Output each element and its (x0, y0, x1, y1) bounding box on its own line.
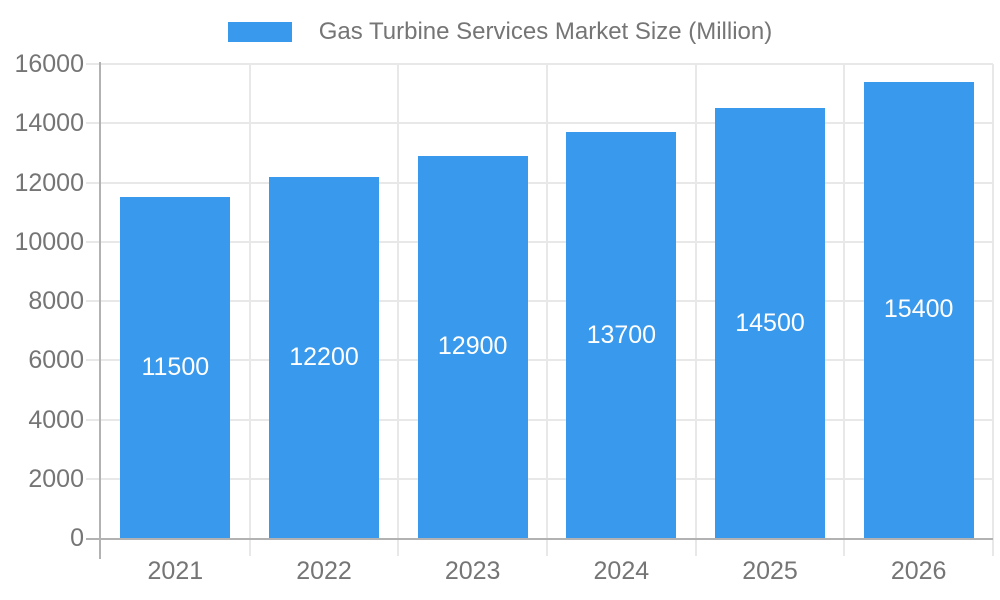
y-tick-label: 10000 (14, 227, 84, 256)
x-axis-line (86, 538, 993, 540)
x-tick-label: 2022 (296, 557, 352, 585)
y-tick-label: 14000 (14, 109, 84, 138)
y-tick-label: 12000 (14, 168, 84, 197)
h-gridline (86, 63, 993, 65)
bar: 12200 (269, 176, 379, 538)
bar-value-label: 13700 (586, 320, 657, 349)
v-gridline (248, 64, 251, 556)
x-tick-label: 2026 (890, 557, 947, 585)
bar: 11500 (120, 197, 231, 538)
y-axis-line (99, 62, 101, 559)
y-tick-label: 16000 (14, 50, 84, 78)
x-tick-label: 2024 (593, 557, 650, 585)
bar-value-label: 11500 (141, 353, 210, 382)
bar-value-label: 14500 (735, 308, 805, 337)
h-gridline (86, 181, 993, 184)
legend-label: Gas Turbine Services Market Size (Millio… (318, 18, 773, 45)
v-gridline (843, 64, 846, 556)
v-gridline (694, 64, 697, 556)
h-gridline (86, 359, 993, 362)
bar-value-label: 12200 (289, 342, 359, 371)
h-gridline (86, 122, 993, 125)
bar: 15400 (863, 81, 974, 538)
y-tick-label: 8000 (28, 287, 84, 315)
y-tick-label: 2000 (28, 464, 84, 493)
h-gridline (86, 300, 993, 302)
v-gridline (992, 64, 994, 556)
x-tick-label: 2021 (147, 557, 204, 585)
y-tick-label: 6000 (28, 346, 84, 375)
x-tick-label: 2023 (444, 557, 501, 585)
plot-area: 11500 12200 12900 13700 14500 15400 (86, 63, 994, 556)
v-gridline (546, 64, 548, 556)
h-gridline (86, 240, 993, 243)
y-tick-label: 4000 (28, 405, 84, 434)
h-gridline (86, 477, 993, 480)
bar: 13700 (566, 132, 677, 538)
bar: 12900 (417, 155, 528, 538)
x-tick-label: 2025 (742, 557, 798, 585)
y-tick-label: 0 (70, 524, 84, 552)
chart-legend: Gas Turbine Services Market Size (Millio… (0, 18, 1000, 46)
h-gridline (86, 418, 993, 421)
bar-value-label: 12900 (437, 332, 508, 361)
v-gridline (397, 64, 400, 556)
bar-value-label: 15400 (883, 295, 954, 324)
legend-swatch (227, 22, 292, 42)
bar: 14500 (715, 108, 825, 538)
